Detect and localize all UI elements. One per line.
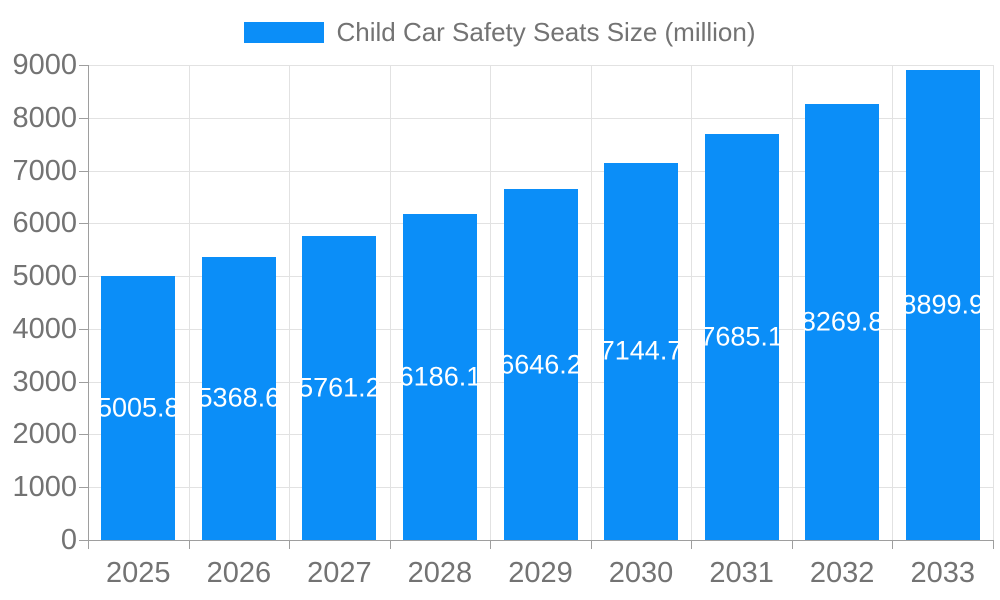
y-axis-tick	[79, 65, 88, 66]
gridline-vertical	[591, 65, 592, 540]
y-axis-tick-label: 9000	[12, 49, 77, 81]
y-axis-tick	[79, 170, 88, 172]
gridline-vertical	[691, 65, 692, 540]
x-axis-line	[88, 540, 993, 541]
bar-value-label: 5368.6	[197, 382, 281, 413]
bar[interactable]: 5005.8	[97, 275, 180, 540]
bar[interactable]: 7144.7	[600, 162, 682, 540]
legend-series-label: Child Car Safety Seats Size (million)	[336, 17, 756, 47]
bar[interactable]: 5368.6	[198, 256, 280, 540]
y-axis-tick	[79, 487, 88, 489]
y-axis-tick-label: 3000	[12, 365, 77, 398]
bar-value-label: 6186.1	[398, 361, 482, 392]
x-axis-tick	[993, 540, 994, 549]
bar[interactable]: 6646.2	[499, 189, 582, 540]
bar-value-label: 6646.2	[499, 349, 582, 380]
gridline-vertical	[792, 65, 793, 540]
x-axis-tick	[490, 540, 491, 549]
y-axis-tick	[79, 381, 88, 383]
y-axis-tick	[79, 434, 88, 436]
x-axis-tick	[189, 540, 190, 549]
y-axis-tick-label: 2000	[12, 418, 77, 451]
bar-value-label: 5005.8	[96, 392, 180, 423]
gridline-vertical	[289, 65, 290, 540]
x-axis-tick	[88, 540, 89, 549]
gridline-vertical	[189, 65, 190, 540]
x-axis-tick	[691, 540, 692, 549]
x-axis-tick	[591, 540, 592, 549]
x-axis-tick	[289, 540, 290, 549]
x-axis-tick-label: 2032	[809, 557, 875, 589]
plot-area: 5005.8 5368.6 5761.2 6186.1 6646.2 7144.7 7685…	[88, 65, 994, 540]
bar-value-label: 5761.2	[298, 372, 381, 403]
x-axis-tick-label: 2028	[407, 557, 473, 589]
y-axis-line	[88, 65, 89, 540]
x-axis-tick-label: 2031	[709, 557, 774, 589]
y-axis-tick	[79, 223, 88, 225]
x-axis-tick-label: 2025	[106, 557, 171, 589]
bar[interactable]: 8269.8	[801, 103, 883, 540]
y-axis-tick	[79, 328, 88, 330]
bar-value-label: 7685.1	[700, 321, 783, 352]
y-axis-tick	[79, 540, 88, 541]
y-axis-tick-label: 4000	[12, 312, 77, 345]
bar-value-label: 8899.9	[901, 289, 985, 320]
y-axis-tick-label: 5000	[12, 260, 77, 293]
gridline-vertical	[390, 65, 391, 540]
x-axis-tick-label: 2027	[307, 557, 372, 589]
x-axis-tick-label: 2026	[206, 557, 272, 589]
y-axis-tick-label: 1000	[12, 471, 77, 504]
y-axis-tick-label: 6000	[12, 207, 77, 240]
x-axis-tick-label: 2030	[608, 557, 674, 589]
bar[interactable]: 8899.9	[901, 70, 984, 540]
gridline-vertical	[892, 65, 893, 540]
y-axis-tick-label: 8000	[12, 101, 77, 134]
x-axis-tick-label: 2029	[508, 557, 573, 589]
bar[interactable]: 6186.1	[399, 213, 481, 540]
y-axis-tick	[79, 117, 88, 119]
bar[interactable]: 7685.1	[700, 134, 783, 540]
bar[interactable]: 5761.2	[298, 235, 381, 540]
x-axis-tick	[792, 540, 793, 549]
x-axis-tick	[892, 540, 893, 549]
gridline-horizontal	[88, 117, 993, 119]
chart-legend[interactable]: Child Car Safety Seats Size (million)	[0, 17, 1000, 48]
bar-value-label: 7144.7	[599, 335, 683, 366]
y-axis-tick-label: 7000	[12, 154, 77, 187]
gridline-horizontal	[88, 170, 993, 172]
x-axis-tick-label: 2033	[910, 557, 975, 589]
gridline-vertical	[993, 65, 994, 540]
bar-value-label: 8269.8	[800, 306, 884, 337]
x-axis-tick	[390, 540, 391, 549]
gridline-horizontal	[88, 65, 993, 66]
legend-swatch-icon	[244, 22, 325, 43]
y-axis-tick-label: 0	[60, 524, 77, 556]
y-axis-tick	[79, 276, 88, 278]
gridline-vertical	[490, 65, 491, 540]
